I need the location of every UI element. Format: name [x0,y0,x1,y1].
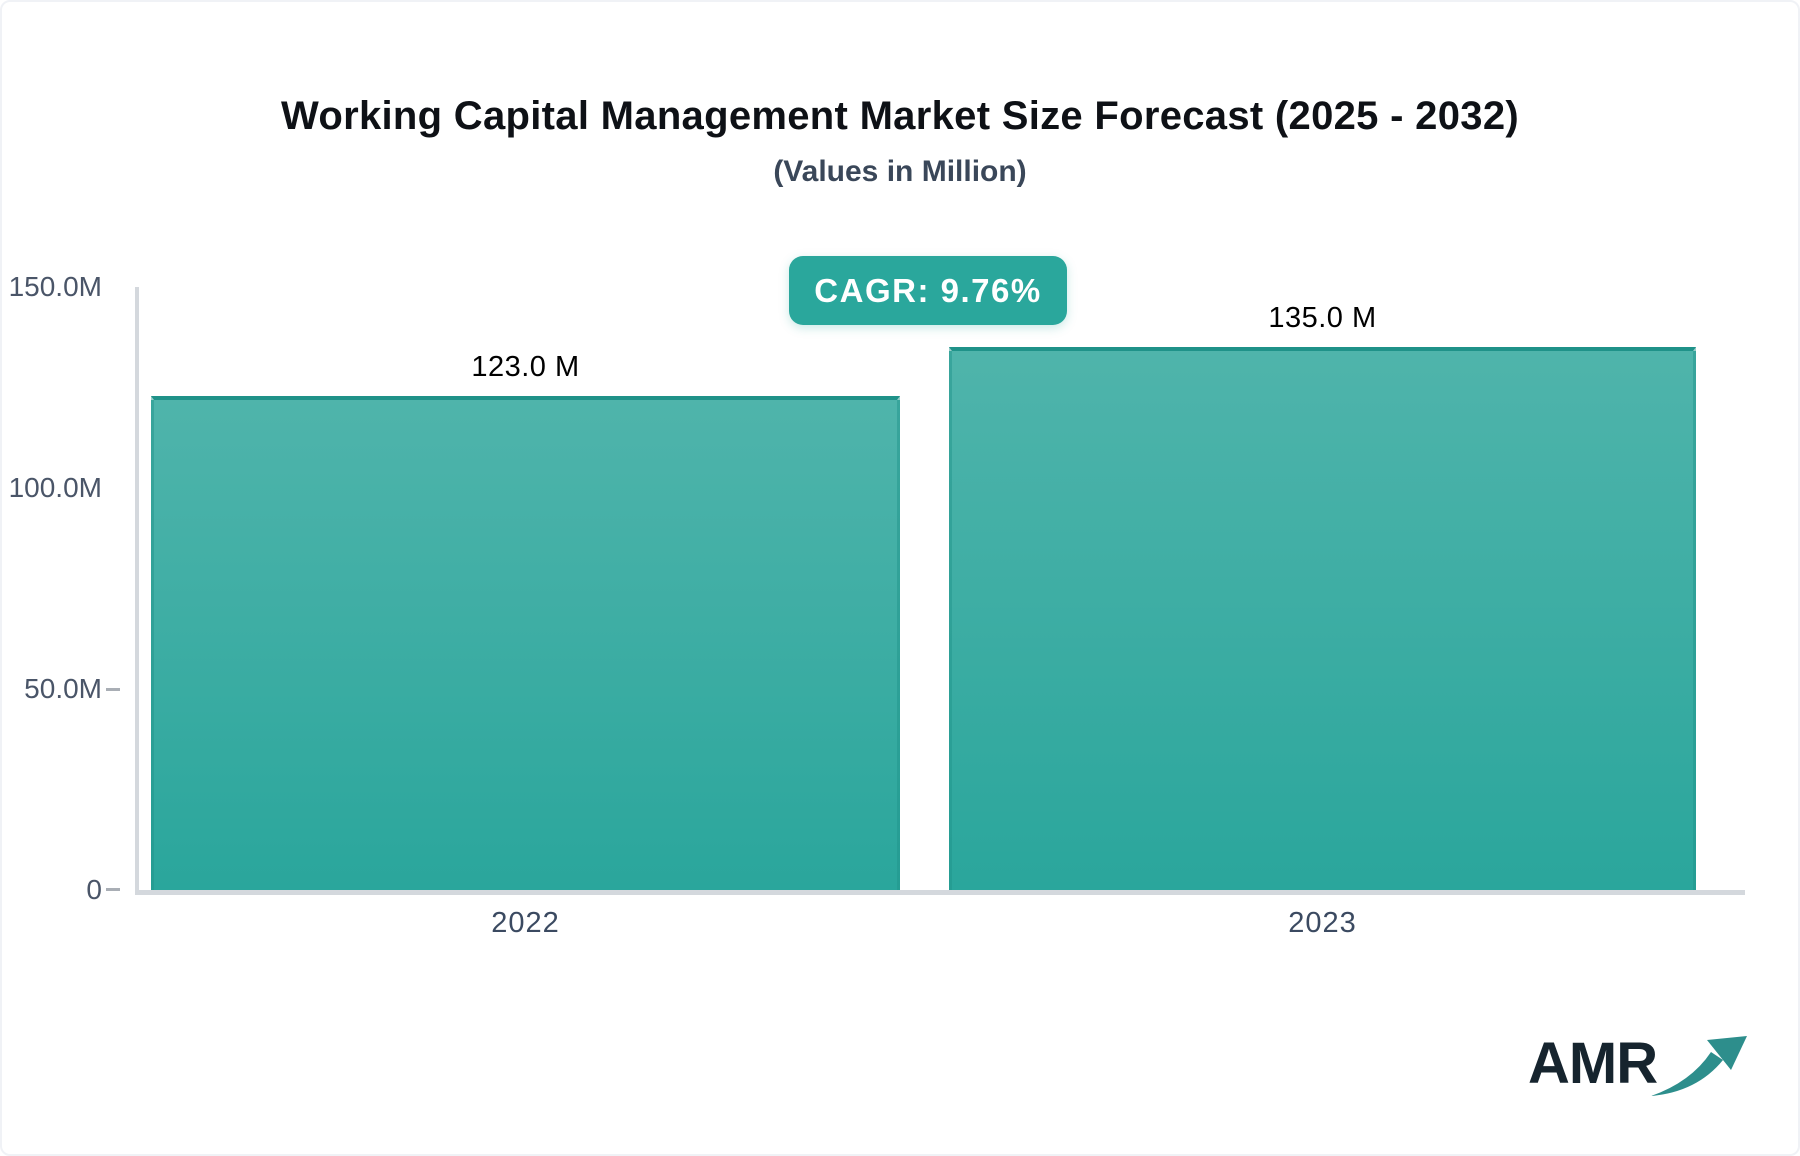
x-axis-label-2022: 2022 [491,907,560,939]
x-axis-label-2023: 2023 [1288,907,1357,939]
y-tick-100m: 100.0M [8,472,102,503]
y-tick-0: 0 [86,874,102,905]
y-tick-mark [106,888,120,891]
cagr-badge: CAGR: 9.76% [789,256,1067,325]
chart-title: Working Capital Management Market Size F… [281,94,1519,138]
bar-group-2022: 123.0 M 2022 [151,350,900,939]
bar-value-label-2023: 135.0 M [1268,302,1377,335]
y-tick-mark [106,688,120,691]
bar-group-2023: 135.0 M 2023 [949,302,1696,939]
y-tick-50m: 50.0M [24,673,102,704]
plot-area: 123.0 M 2022 135.0 M 2023 [135,287,1745,939]
amr-logo-text: AMR [1528,1031,1658,1096]
cagr-badge-label: CAGR: 9.76% [814,271,1042,309]
bar-2022[interactable] [151,395,900,890]
y-tick-150m: 150.0M [8,271,102,302]
bar-value-label-2022: 123.0 M [471,350,580,383]
chart-subtitle: (Values in Million) [773,155,1027,188]
growth-arrow-icon [1651,1036,1748,1096]
chart-header: Working Capital Management Market Size F… [2,94,1798,189]
amr-logo: AMR [1528,1030,1759,1102]
bar-2023[interactable] [949,347,1696,890]
